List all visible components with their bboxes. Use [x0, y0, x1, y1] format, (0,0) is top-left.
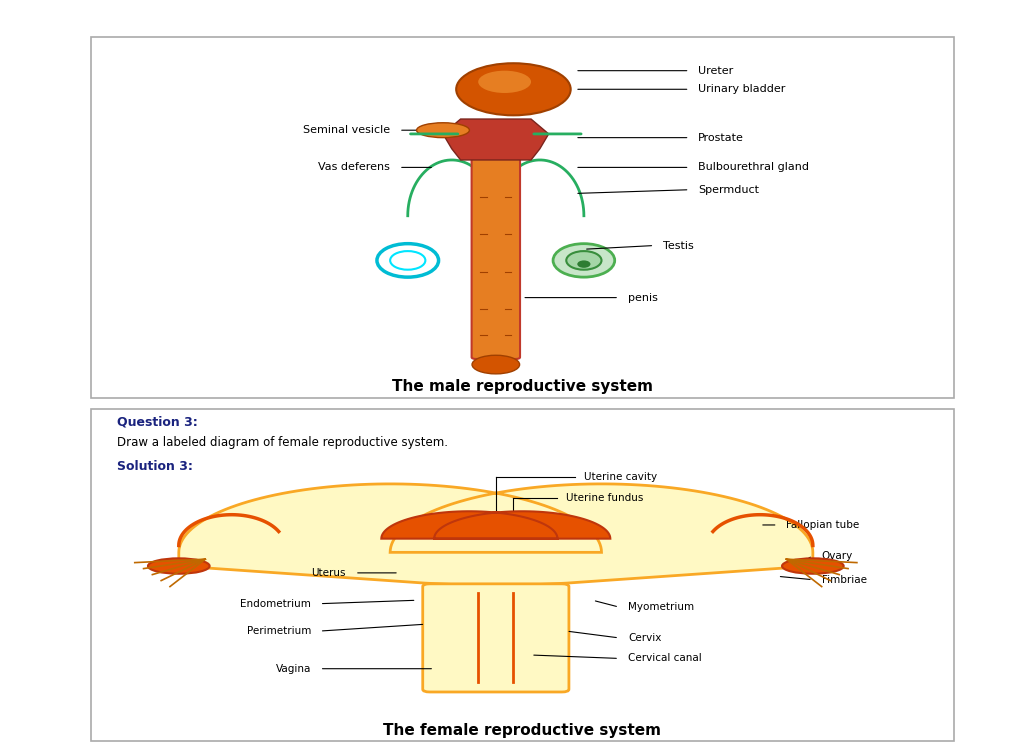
Text: Vagina: Vagina	[275, 664, 311, 674]
Text: Question 3:: Question 3:	[117, 415, 198, 429]
Text: Uterus: Uterus	[311, 568, 346, 578]
Text: Prostate: Prostate	[698, 132, 744, 143]
Text: Cervical canal: Cervical canal	[628, 653, 701, 664]
Ellipse shape	[478, 71, 531, 93]
Ellipse shape	[553, 243, 614, 277]
Ellipse shape	[782, 558, 844, 574]
Polygon shape	[179, 484, 813, 586]
Text: Fallopian tube: Fallopian tube	[786, 520, 860, 530]
Text: Vas deferens: Vas deferens	[318, 162, 390, 173]
Text: Urinary bladder: Urinary bladder	[698, 84, 785, 94]
Ellipse shape	[147, 558, 210, 574]
Text: The male reproductive system: The male reproductive system	[392, 379, 652, 394]
Ellipse shape	[472, 355, 519, 373]
Text: Uterine cavity: Uterine cavity	[584, 472, 657, 482]
Text: Uterine fundus: Uterine fundus	[566, 493, 644, 503]
Text: Draw a labeled diagram of female reproductive system.: Draw a labeled diagram of female reprodu…	[117, 436, 449, 449]
Text: Solution 3:: Solution 3:	[117, 460, 193, 473]
Text: Fimbriae: Fimbriae	[821, 574, 866, 585]
Text: Seminal vesicle: Seminal vesicle	[303, 125, 390, 135]
Text: Testis: Testis	[664, 240, 694, 251]
Polygon shape	[381, 511, 610, 539]
Text: Spermduct: Spermduct	[698, 185, 760, 195]
Text: Perimetrium: Perimetrium	[247, 626, 311, 636]
FancyBboxPatch shape	[91, 408, 953, 740]
FancyBboxPatch shape	[472, 158, 520, 359]
Polygon shape	[443, 119, 549, 160]
Ellipse shape	[578, 260, 591, 268]
Text: Endometrium: Endometrium	[240, 599, 311, 609]
Text: Myometrium: Myometrium	[628, 602, 694, 612]
Text: Ovary: Ovary	[821, 551, 853, 561]
Ellipse shape	[417, 123, 469, 138]
FancyBboxPatch shape	[91, 37, 953, 398]
Ellipse shape	[566, 251, 601, 269]
Text: Ureter: Ureter	[698, 65, 733, 76]
Text: Bulbourethral gland: Bulbourethral gland	[698, 162, 809, 173]
Text: penis: penis	[628, 292, 657, 303]
Ellipse shape	[456, 63, 570, 115]
Text: Cervix: Cervix	[628, 633, 662, 643]
Text: The female reproductive system: The female reproductive system	[383, 723, 662, 738]
FancyBboxPatch shape	[423, 584, 569, 692]
